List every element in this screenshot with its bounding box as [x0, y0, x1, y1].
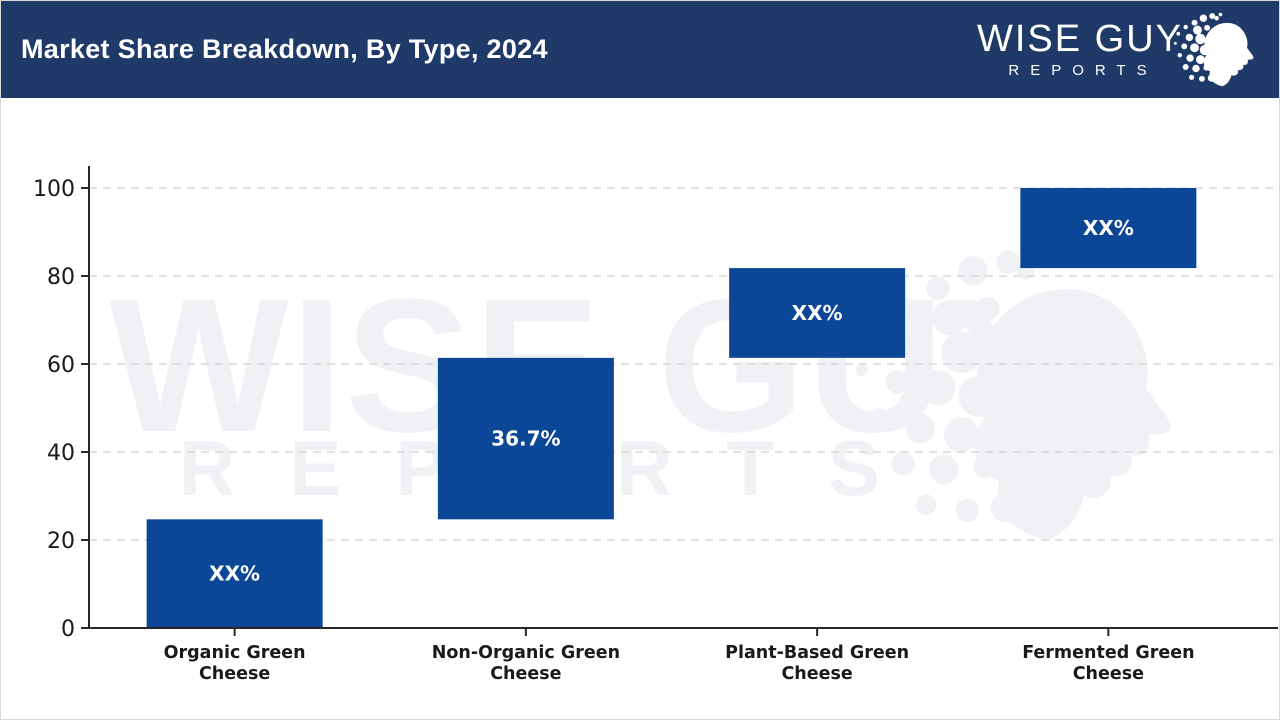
y-axis-tick-label: 60	[47, 353, 75, 378]
bar-value-label: XX%	[792, 301, 843, 325]
brand-wordmark: WISE GUY REPORTS	[977, 20, 1183, 79]
page-title: Market Share Breakdown, By Type, 2024	[21, 34, 548, 64]
brand-head-icon	[1165, 8, 1261, 92]
x-axis-category-label: Plant-Based Green Cheese	[725, 643, 909, 684]
bar	[146, 519, 323, 628]
brand-logo: WISE GUY REPORTS	[977, 8, 1261, 92]
header-bar: Market Share Breakdown, By Type, 2024 WI…	[1, 1, 1279, 98]
brand-name: WISE GUY	[976, 18, 1183, 60]
bar-value-label: XX%	[1083, 216, 1134, 240]
x-axis-category-label: Fermented Green Cheese	[1022, 643, 1194, 684]
bar	[437, 357, 614, 520]
bar-value-label: 36.7%	[491, 427, 560, 451]
bar	[1020, 188, 1197, 269]
y-axis-tick-label: 100	[33, 177, 75, 202]
x-axis-category-label: Organic Green Cheese	[164, 643, 306, 684]
brand-subtitle: REPORTS	[1008, 62, 1158, 79]
bar-value-label: XX%	[209, 562, 260, 586]
x-axis-category-label: Non-Organic Green Cheese	[432, 643, 620, 684]
y-axis-tick-label: 40	[47, 441, 75, 466]
bar	[729, 268, 906, 358]
y-axis-tick-label: 0	[61, 617, 75, 642]
y-axis-tick-label: 80	[47, 265, 75, 290]
y-axis-tick-label: 20	[47, 529, 75, 554]
